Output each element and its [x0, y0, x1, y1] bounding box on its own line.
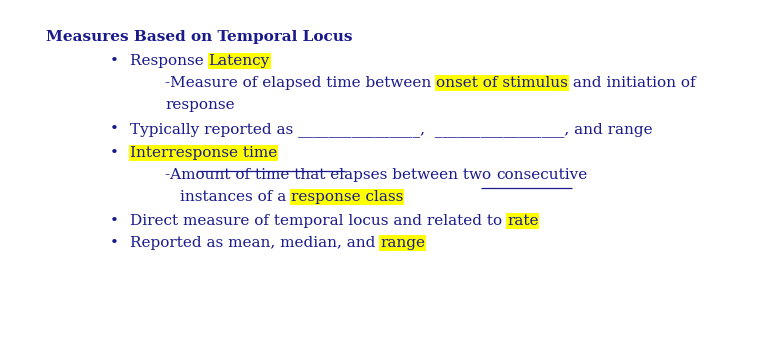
Text: •: •: [110, 122, 119, 136]
Text: -Amount of time that elapses between two: -Amount of time that elapses between two: [165, 168, 496, 182]
Text: Response: Response: [130, 54, 208, 68]
Text: Interresponse time: Interresponse time: [130, 146, 277, 160]
Text: •: •: [110, 146, 119, 160]
Text: Reported as mean, median, and: Reported as mean, median, and: [130, 236, 381, 250]
Text: Direct measure of temporal locus and related to: Direct measure of temporal locus and rel…: [130, 214, 507, 228]
Text: consecutive: consecutive: [496, 168, 587, 182]
Text: Typically reported as ________________,  _________________, and range: Typically reported as ________________, …: [130, 122, 652, 137]
Text: rate: rate: [507, 214, 539, 228]
Text: •: •: [110, 236, 119, 250]
Text: onset of stimulus: onset of stimulus: [436, 76, 568, 90]
Text: Latency: Latency: [208, 54, 270, 68]
Text: •: •: [110, 54, 119, 68]
Text: -Measure of elapsed time between: -Measure of elapsed time between: [165, 76, 436, 90]
Text: and initiation of: and initiation of: [568, 76, 696, 90]
Text: •: •: [110, 214, 119, 228]
Text: instances of a: instances of a: [180, 190, 291, 204]
Text: response class: response class: [291, 190, 404, 204]
Text: Measures Based on Temporal Locus: Measures Based on Temporal Locus: [46, 30, 353, 44]
Text: range: range: [381, 236, 425, 250]
Text: response: response: [165, 98, 235, 112]
